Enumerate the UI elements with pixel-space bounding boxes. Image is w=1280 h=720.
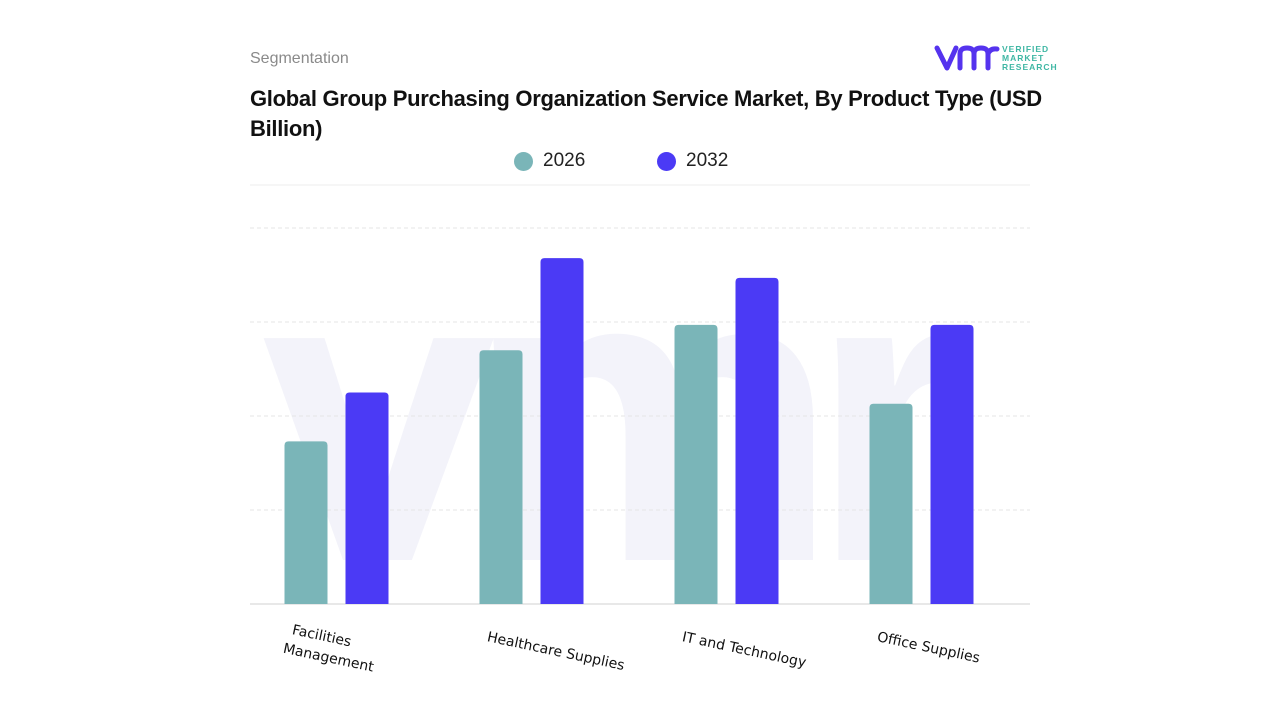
logo-line: MARKET	[1002, 53, 1045, 63]
legend-item-2032: 2032	[657, 150, 728, 172]
segmentation-label: Segmentation	[250, 50, 349, 67]
bar-2026-healthcare-supplies	[479, 350, 523, 604]
bar-2032-office-supplies	[930, 324, 974, 604]
bar-2032-it-and-technology	[735, 277, 779, 604]
chart-title: Global Group Purchasing Organization Ser…	[250, 86, 1042, 141]
bar-2026-it-and-technology	[674, 324, 718, 604]
legend-item-2026: 2026	[514, 150, 585, 172]
bar-2032-facilities-management	[345, 392, 389, 604]
legend-label: 2032	[686, 150, 729, 171]
bar-2032-healthcare-supplies	[540, 258, 584, 604]
logo-line: RESEARCH	[1002, 62, 1058, 72]
vmr-logo-icon	[934, 45, 1000, 71]
bar-2026-facilities-management	[284, 441, 328, 604]
logo-line: VERIFIED	[1002, 44, 1050, 54]
legend-swatch	[657, 151, 676, 171]
bar-2026-office-supplies	[869, 403, 913, 604]
legend-swatch	[514, 151, 533, 171]
logo-text: VERIFIED MARKET RESEARCH	[1002, 45, 1058, 72]
legend: 2026 2032	[0, 150, 1280, 174]
legend-label: 2026	[543, 150, 586, 171]
